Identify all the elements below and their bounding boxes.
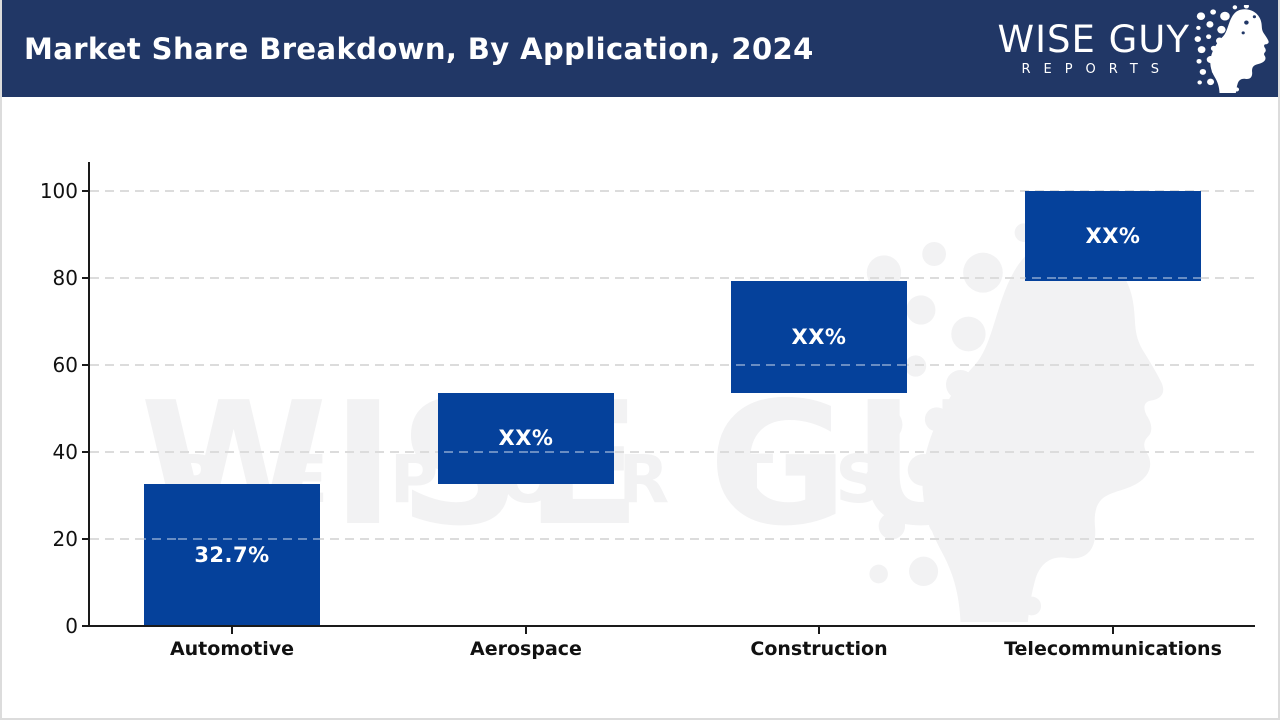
bar-value-label-aerospace: XX%	[498, 426, 554, 451]
y-tick-mark-60	[82, 363, 90, 366]
x-axis-line	[88, 625, 1255, 627]
y-tick-label-100: 100	[39, 178, 78, 203]
x-category-label-automotive: Automotive	[169, 638, 295, 660]
logo-wordmark: WISE GUY	[997, 17, 1190, 61]
y-tick-mark-20	[82, 537, 90, 540]
y-tick-label-20: 20	[52, 526, 78, 551]
bar-value-label-automotive: 32.7%	[194, 542, 270, 567]
bar-value-label-telecommunications: XX%	[1085, 223, 1141, 248]
y-tick-mark-0	[82, 625, 90, 627]
x-tick-mark-construction	[818, 627, 820, 634]
y-axis-line	[88, 162, 90, 627]
wiseguy-logo: WISE GUY REPORTS	[998, 3, 1272, 94]
logo-subtitle: REPORTS	[1021, 61, 1173, 77]
y-tick-label-60: 60	[52, 352, 78, 377]
bar-construction: XX%	[731, 281, 907, 393]
y-tick-mark-100	[82, 189, 90, 192]
x-tick-mark-telecommunications	[1112, 627, 1114, 634]
bar-telecommunications: XX%	[1025, 190, 1201, 282]
bar-automotive: 32.7%	[144, 483, 320, 626]
page-title: Market Share Breakdown, By Application, …	[24, 31, 814, 66]
header-bar: Market Share Breakdown, By Application, …	[2, 0, 1278, 97]
y-tick-mark-40	[82, 450, 90, 453]
grid-line-over-bar-60	[731, 363, 907, 366]
y-tick-mark-80	[82, 276, 90, 279]
y-tick-label-0: 0	[65, 614, 78, 638]
x-category-label-aerospace: Aerospace	[470, 638, 582, 660]
grid-line-over-bar-80	[1025, 276, 1201, 279]
bar-aerospace: XX%	[438, 393, 614, 484]
chart-area: WISE GUY REPORTS 02040608010032.7%Automo…	[2, 97, 1278, 718]
x-tick-mark-automotive	[231, 627, 233, 634]
grid-line-over-bar-20	[144, 537, 320, 540]
wiseguy-logo-text: WISE GUY REPORTS	[998, 21, 1190, 77]
grid-line-over-bar-40	[438, 450, 614, 453]
x-tick-mark-aerospace	[525, 627, 527, 634]
y-tick-label-40: 40	[52, 439, 78, 464]
grid-line-20	[90, 537, 1255, 540]
bar-value-label-construction: XX%	[791, 325, 847, 350]
grid-line-100	[90, 189, 1255, 192]
x-category-label-telecommunications: Telecommunications	[1004, 638, 1222, 660]
grid-line-60	[90, 363, 1255, 366]
grid-line-80	[90, 276, 1255, 279]
wiseguy-head-icon	[1194, 4, 1269, 93]
grid-line-40	[90, 450, 1255, 453]
y-tick-label-80: 80	[52, 265, 78, 290]
x-category-label-construction: Construction	[750, 638, 888, 660]
